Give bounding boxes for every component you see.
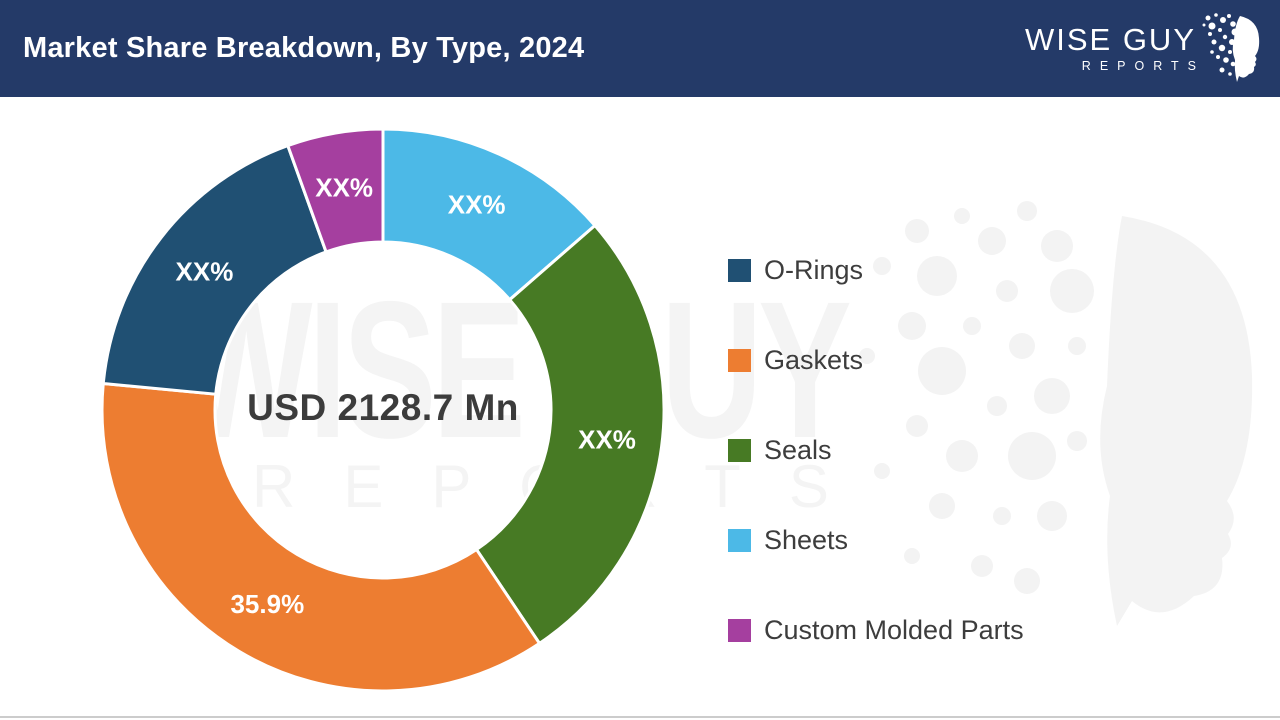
chart-legend: O-Rings Gaskets Seals Sheets Custom Mold…	[728, 225, 1024, 675]
legend-swatch-gaskets	[728, 348, 751, 372]
donut-segment-custom-molded-parts[interactable]	[286, 127, 385, 254]
legend-item-sheets[interactable]: Sheets	[728, 495, 1024, 585]
brand-logo: WISE GUY REPORTS	[1025, 0, 1262, 97]
chart-center-value: USD 2128.7 Mn	[247, 387, 519, 428]
legend-label: Sheets	[764, 524, 849, 555]
segment-value-label: 35.9%	[230, 589, 304, 619]
legend-swatch-sheets	[728, 528, 751, 552]
donut-segment-o-rings[interactable]	[101, 144, 328, 396]
legend-label: O-Rings	[764, 254, 864, 285]
legend-swatch-o-rings	[728, 258, 751, 282]
header-bar: Market Share Breakdown, By Type, 2024	[0, 0, 1280, 97]
legend-swatch-seals	[728, 438, 751, 462]
bottom-divider	[0, 716, 1280, 718]
segment-value-label: XX%	[315, 172, 373, 202]
watermark-face-graphic	[859, 201, 1253, 626]
logo-face-icon	[1202, 12, 1260, 82]
donut-segment-gaskets[interactable]	[100, 382, 541, 693]
legend-swatch-custom-molded-parts	[728, 618, 751, 642]
donut-segment-seals[interactable]	[475, 223, 666, 645]
logo-wordmark: WISE GUY	[1024, 21, 1196, 57]
page-title: Market Share Breakdown, By Type, 2024	[23, 32, 585, 64]
legend-item-o-rings[interactable]: O-Rings	[728, 225, 1024, 315]
segment-value-label: XX%	[578, 425, 636, 455]
legend-item-custom-molded-parts[interactable]: Custom Molded Parts	[728, 585, 1024, 675]
legend-item-seals[interactable]: Seals	[728, 405, 1024, 495]
legend-label: Seals	[764, 434, 832, 465]
segment-value-label: XX%	[176, 256, 234, 286]
legend-label: Gaskets	[764, 344, 864, 375]
legend-item-gaskets[interactable]: Gaskets	[728, 315, 1024, 405]
segment-value-label: XX%	[448, 189, 506, 219]
legend-label: Custom Molded Parts	[764, 614, 1024, 645]
logo-subtext: REPORTS	[1081, 58, 1205, 73]
